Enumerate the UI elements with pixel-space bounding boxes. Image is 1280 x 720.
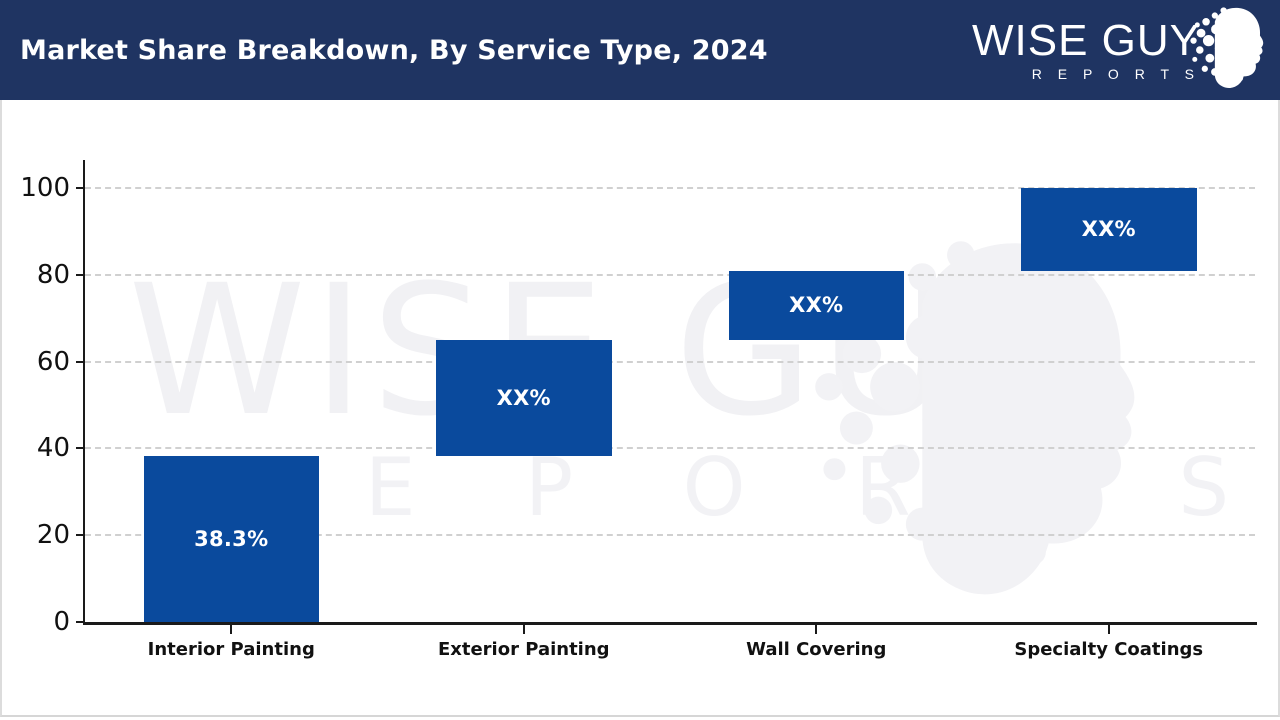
bar: XX%: [1021, 188, 1197, 271]
y-tick-mark: [76, 621, 85, 623]
x-category-label: Interior Painting: [147, 639, 315, 660]
bar-value-label: 38.3%: [194, 526, 269, 551]
header-bar: Market Share Breakdown, By Service Type,…: [0, 0, 1280, 100]
y-tick-mark: [76, 447, 85, 450]
wiseguy-head-icon: [1190, 7, 1264, 88]
x-tick-mark: [815, 625, 818, 634]
page-title: Market Share Breakdown, By Service Type,…: [20, 34, 768, 66]
x-tick-mark: [230, 625, 233, 634]
y-tick-label: 80: [36, 259, 70, 290]
bar: XX%: [436, 339, 612, 456]
bar-value-label: XX%: [496, 385, 551, 410]
y-tick-mark: [76, 187, 85, 189]
x-category-label: Specialty Coatings: [1014, 639, 1204, 660]
y-tick-mark: [76, 360, 85, 363]
bar-value-label: XX%: [789, 293, 844, 318]
gridline: [85, 360, 1255, 363]
bar-value-label: XX%: [1081, 217, 1136, 242]
y-tick-label: 0: [53, 607, 70, 637]
y-tick-label: 40: [36, 433, 70, 464]
logo-subtitle: R E P O R T S: [1031, 65, 1200, 82]
y-tick-label: 100: [20, 173, 70, 203]
x-category-label: Exterior Painting: [437, 639, 610, 660]
wiseguy-logo: WISE GUY R E P O R T S: [972, 0, 1270, 100]
bar: XX%: [728, 270, 904, 340]
gridline: [85, 273, 1255, 276]
x-tick-mark: [522, 625, 525, 634]
x-tick-mark: [1107, 625, 1110, 634]
y-tick-label: 20: [36, 520, 70, 551]
gridline: [85, 187, 1255, 189]
bar: 38.3%: [143, 455, 319, 622]
y-tick-mark: [76, 534, 85, 537]
logo-text: WISE GUY R E P O R T S: [971, 15, 1200, 82]
gridline: [85, 534, 1255, 537]
gridline: [85, 447, 1255, 450]
x-axis-spine: [83, 622, 1257, 625]
y-tick-mark: [76, 273, 85, 276]
x-category-label: Wall Covering: [746, 639, 887, 660]
logo-wordmark: WISE GUY: [971, 15, 1200, 65]
y-axis-spine: [83, 160, 85, 625]
y-tick-label: 60: [36, 346, 70, 377]
